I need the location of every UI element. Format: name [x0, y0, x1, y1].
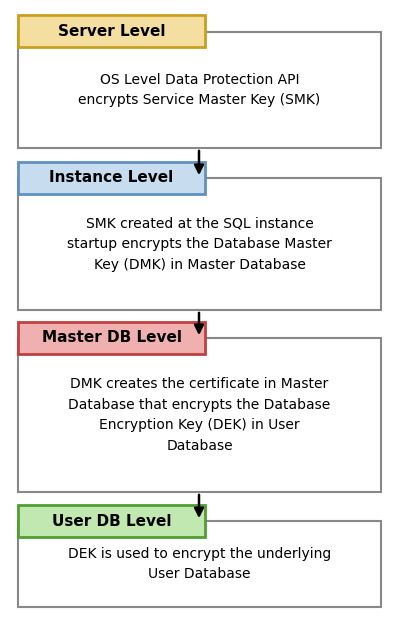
Text: Master DB Level: Master DB Level: [41, 330, 182, 345]
Bar: [18, 15, 205, 47]
Text: Server Level: Server Level: [58, 24, 165, 38]
Bar: [18, 521, 381, 607]
Bar: [18, 32, 381, 148]
Text: Instance Level: Instance Level: [49, 170, 174, 185]
Bar: [18, 162, 205, 194]
Bar: [18, 178, 381, 310]
Text: DMK creates the certificate in Master
Database that encrypts the Database
Encryp: DMK creates the certificate in Master Da…: [68, 377, 331, 453]
Bar: [18, 505, 205, 537]
Text: OS Level Data Protection API
encrypts Service Master Key (SMK): OS Level Data Protection API encrypts Se…: [78, 73, 321, 107]
Bar: [18, 322, 205, 354]
Bar: [18, 338, 381, 492]
Text: SMK created at the SQL instance
startup encrypts the Database Master
Key (DMK) i: SMK created at the SQL instance startup …: [67, 216, 332, 272]
Text: DEK is used to encrypt the underlying
User Database: DEK is used to encrypt the underlying Us…: [68, 547, 331, 582]
Text: User DB Level: User DB Level: [52, 513, 171, 528]
